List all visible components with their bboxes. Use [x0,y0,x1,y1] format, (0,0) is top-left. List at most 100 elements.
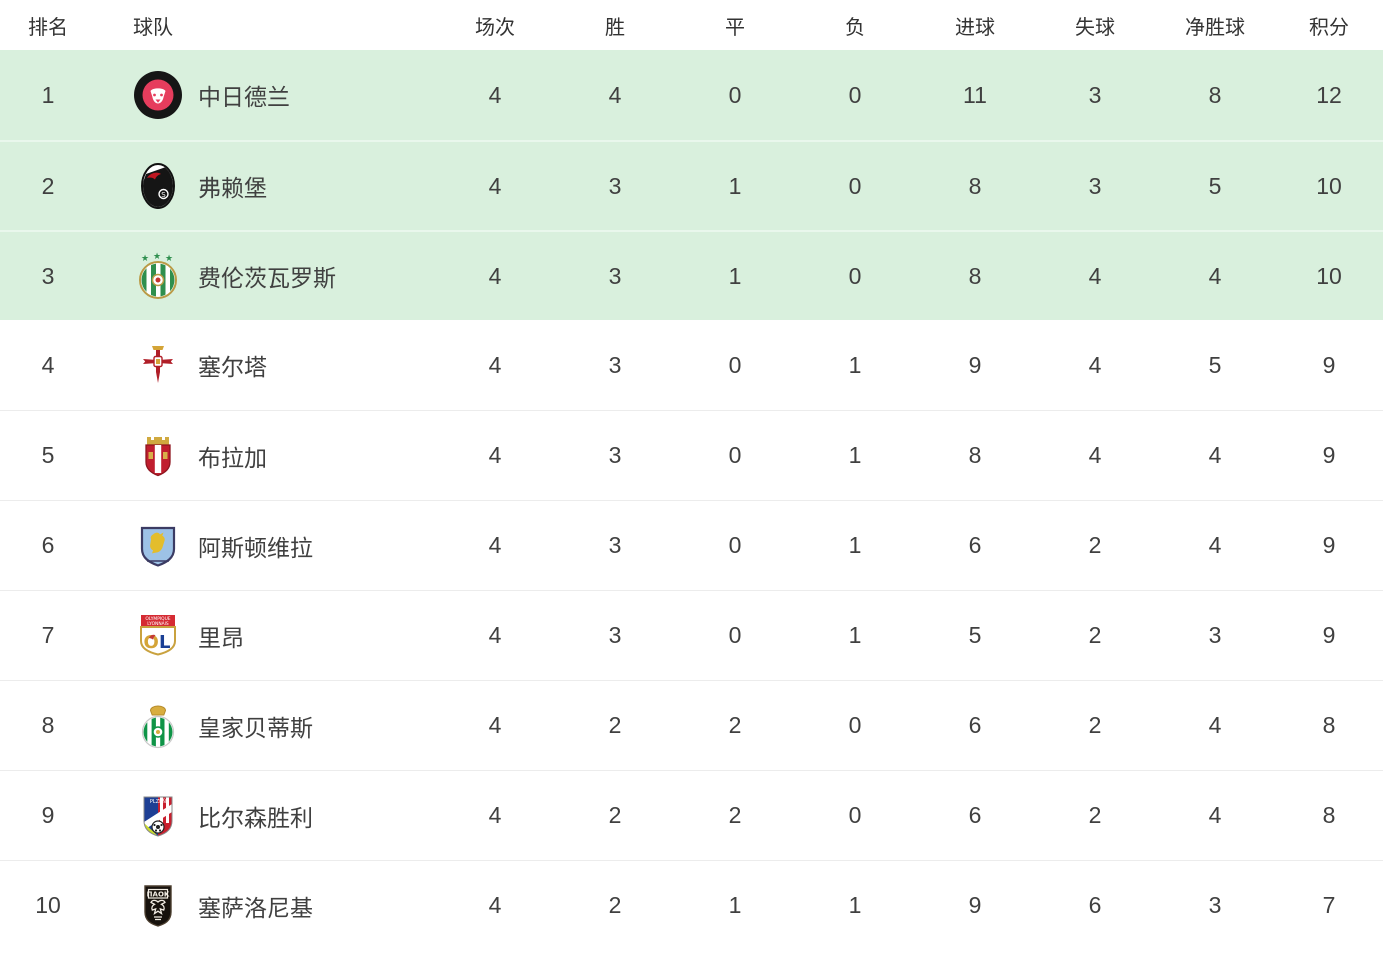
team-name: 阿斯顿维拉 [198,534,313,561]
team-cell[interactable]: ★ ★ ★ 费伦茨瓦罗斯 [96,251,435,301]
team-cell[interactable]: PLZEŇ 比尔森胜利 [96,791,435,841]
goals-against-cell: 2 [1088,532,1102,558]
header-goals-for: 进球 [955,16,995,39]
rank-cell: 5 [41,442,55,468]
points-cell: 9 [1322,351,1336,378]
table-row[interactable]: 4 塞尔塔 4 3 0 1 9 4 5 9 [0,320,1383,410]
table-row[interactable]: 3 ★ ★ ★ 费伦茨瓦罗斯 4 3 1 0 8 4 4 10 [0,230,1383,320]
team-cell[interactable]: 皇家贝蒂斯 [96,701,435,751]
rank-cell: 3 [41,262,55,289]
header-team: 球队 [133,16,173,39]
team-name: 中日德兰 [198,84,290,110]
points-cell: 7 [1322,892,1336,918]
table-header: 排名 球队 场次 胜 平 负 进球 失球 净胜球 积分 [0,0,1383,50]
svg-text:★: ★ [153,252,161,262]
played-cell: 4 [488,81,502,108]
draw-cell: 0 [728,622,742,648]
loss-cell: 0 [848,81,862,108]
loss-cell: 0 [848,262,862,289]
played-cell: 4 [488,442,502,468]
svg-text:O: O [144,632,159,653]
header-loss: 负 [845,16,865,39]
team-cell[interactable]: OLYMPIQUE LYONNAIS O L 里昂 [96,611,435,661]
loss-cell: 1 [848,622,862,648]
draw-cell: 2 [728,802,742,828]
goal-diff-cell: 5 [1208,351,1222,378]
points-cell: 10 [1316,172,1342,199]
points-cell: 8 [1322,712,1336,738]
team-cell[interactable]: S 弗赖堡 [96,161,435,211]
played-cell: 4 [488,351,502,378]
goal-diff-cell: 4 [1208,532,1222,558]
table-row[interactable]: 7 OLYMPIQUE LYONNAIS O L 里昂 4 3 0 1 5 2 3 9 [0,590,1383,680]
draw-cell: 0 [728,81,742,108]
goal-diff-cell: 4 [1208,802,1222,828]
played-cell: 4 [488,712,502,738]
points-cell: 9 [1322,442,1336,468]
team-cell[interactable]: 中日德兰 [96,70,435,120]
real-betis-logo [133,701,183,751]
celta-logo [133,340,183,390]
header-rank: 排名 [28,16,68,39]
team-cell[interactable]: 布拉加 [96,431,435,481]
team-cell[interactable]: 阿斯顿维拉 [96,521,435,571]
played-cell: 4 [488,262,502,289]
table-row[interactable]: 1 中日德兰 4 4 0 0 11 3 8 12 [0,50,1383,140]
goals-against-cell: 2 [1088,712,1102,738]
team-name: 弗赖堡 [198,175,267,201]
header-win: 胜 [605,16,625,39]
goals-against-cell: 2 [1088,802,1102,828]
goal-diff-cell: 4 [1208,442,1222,468]
table-row[interactable]: 2 S 弗赖堡 4 3 1 0 8 3 5 10 [0,140,1383,230]
win-cell: 3 [608,172,622,199]
goals-against-cell: 2 [1088,622,1102,648]
svg-text:PLZEŇ: PLZEŇ [150,798,166,805]
team-name: 塞萨洛尼基 [198,894,313,921]
win-cell: 3 [608,532,622,558]
table-row[interactable]: 8 皇家贝蒂斯 4 2 2 0 6 2 4 8 [0,680,1383,770]
paok-logo: ΠΑΟΚ [133,881,183,931]
draw-cell: 0 [728,351,742,378]
played-cell: 4 [488,622,502,648]
team-cell[interactable]: 塞尔塔 [96,340,435,390]
table-row[interactable]: 10 ΠΑΟΚ 塞萨洛尼基 4 2 1 1 9 6 3 7 [0,860,1383,950]
goals-against-cell: 3 [1088,81,1102,108]
loss-cell: 0 [848,172,862,199]
goals-for-cell: 9 [968,351,982,378]
table-row[interactable]: 9 PLZEŇ 比尔森胜利 4 2 2 0 6 2 4 8 [0,770,1383,860]
table-row[interactable]: 5 布拉加 4 3 0 1 8 4 4 9 [0,410,1383,500]
points-cell: 10 [1316,262,1342,289]
win-cell: 3 [608,351,622,378]
draw-cell: 0 [728,442,742,468]
header-points: 积分 [1309,16,1349,39]
rank-cell: 4 [41,351,55,378]
rank-cell: 1 [41,81,55,108]
draw-cell: 1 [728,892,742,918]
goals-against-cell: 3 [1088,172,1102,199]
header-draw: 平 [725,16,745,39]
header-goals-against: 失球 [1075,16,1115,39]
rank-cell: 7 [41,622,55,648]
ferencvaros-logo: ★ ★ ★ [133,251,183,301]
team-name: 塞尔塔 [198,354,267,380]
aston-villa-logo [133,521,183,571]
goal-diff-cell: 5 [1208,172,1222,199]
table-row[interactable]: 6 阿斯顿维拉 4 3 0 1 6 2 4 9 [0,500,1383,590]
points-cell: 8 [1322,802,1336,828]
goal-diff-cell: 4 [1208,262,1222,289]
points-cell: 9 [1322,622,1336,648]
goals-against-cell: 4 [1088,351,1102,378]
viktoria-plzen-logo: PLZEŇ [133,791,183,841]
goals-for-cell: 6 [968,712,982,738]
svg-text:ΠΑΟΚ: ΠΑΟΚ [147,890,170,898]
loss-cell: 1 [848,351,862,378]
draw-cell: 1 [728,262,742,289]
win-cell: 2 [608,802,622,828]
midtjylland-logo [133,70,183,120]
team-name: 布拉加 [198,444,267,471]
team-cell[interactable]: ΠΑΟΚ 塞萨洛尼基 [96,881,435,931]
points-cell: 9 [1322,532,1336,558]
rank-cell: 10 [35,892,61,918]
goals-for-cell: 6 [968,802,982,828]
